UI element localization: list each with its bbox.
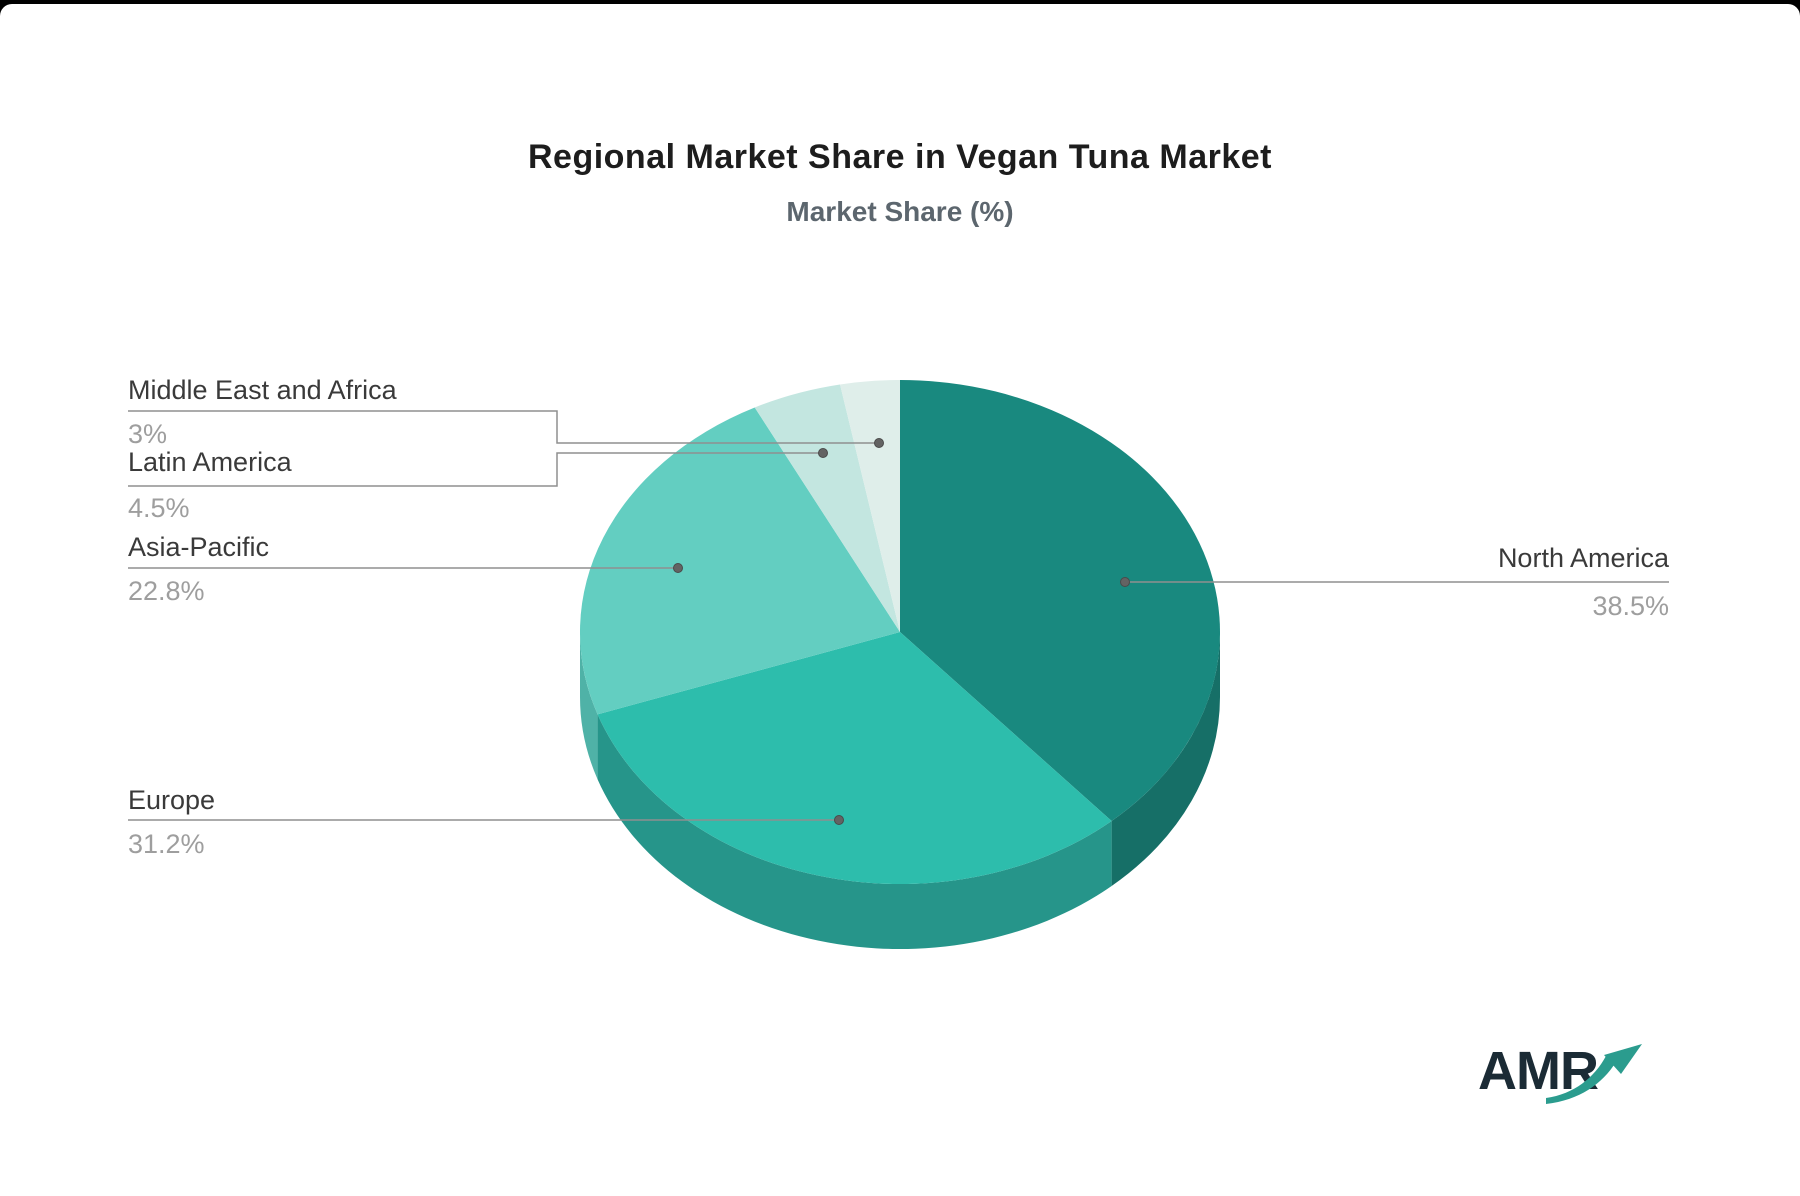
leader-dot-middle-east-and-africa: [874, 438, 884, 448]
slice-value-europe: 31.2%: [128, 829, 205, 859]
slice-value-asia-pacific: 22.8%: [128, 576, 205, 606]
pie-slice-europe[interactable]: [597, 632, 1112, 885]
chart-canvas: Regional Market Share in Vegan Tuna Mark…: [0, 4, 1800, 1196]
slice-value-north-america: 38.5%: [1592, 591, 1669, 621]
leader-dot-latin-america: [818, 448, 828, 458]
pie-slice-latin-america[interactable]: [754, 384, 900, 632]
pie-slice-side-asia-pacific[interactable]: [579, 632, 598, 780]
pie-slice-side-north-america[interactable]: [1111, 632, 1220, 887]
chart-subtitle: Market Share (%): [786, 196, 1014, 227]
leader-dot-europe: [834, 815, 844, 825]
chart-title: Regional Market Share in Vegan Tuna Mark…: [527, 138, 1272, 176]
leader-dot-asia-pacific: [673, 563, 683, 573]
slice-label-middle-east-and-africa: Middle East and Africa: [128, 375, 397, 405]
slice-value-latin-america: 4.5%: [128, 493, 190, 523]
leader-line-middle-east-and-africa: [128, 410, 879, 444]
slice-label-north-america: North America: [1497, 543, 1669, 573]
pie-slice-side-europe[interactable]: [597, 714, 1112, 950]
slice-label-asia-pacific: Asia-Pacific: [128, 532, 270, 562]
pie-slice-north-america[interactable]: [900, 380, 1221, 822]
amr-logo-arrow-icon: [1546, 1044, 1642, 1104]
amr-logo: AMR: [1478, 1040, 1658, 1120]
leader-line-latin-america: [128, 452, 823, 487]
leader-dot-north-america: [1120, 577, 1130, 587]
slice-value-middle-east-and-africa: 3%: [128, 419, 168, 449]
pie-chart-svg: [128, 380, 1669, 950]
slice-label-europe: Europe: [128, 785, 216, 815]
slice-label-latin-america: Latin America: [128, 447, 292, 477]
pie-slice-asia-pacific[interactable]: [579, 407, 900, 715]
